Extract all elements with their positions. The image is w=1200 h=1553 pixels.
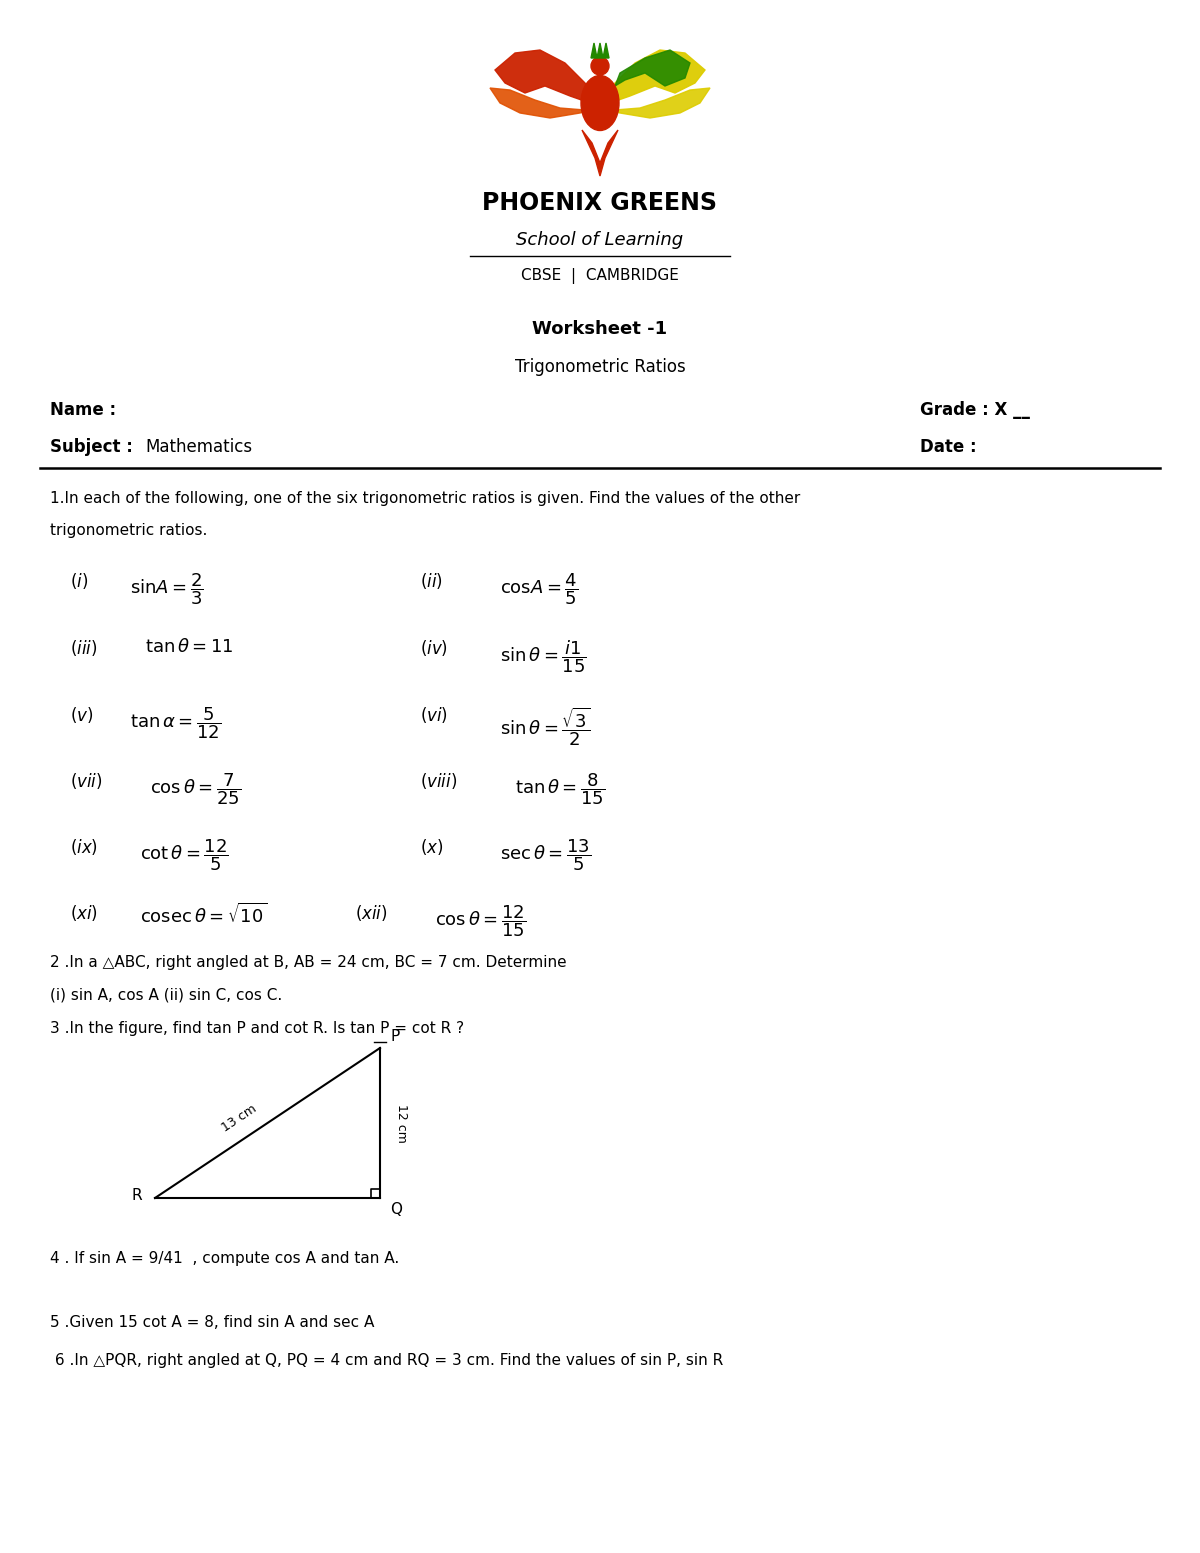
Text: $(ii)$: $(ii)$ [420, 572, 443, 592]
Text: Q: Q [390, 1202, 402, 1218]
Polygon shape [602, 43, 610, 57]
Ellipse shape [592, 57, 610, 75]
Text: $(iii)$: $(iii)$ [70, 638, 97, 658]
Text: 3 .In the figure, find tan P and cot R. Is tan P = cot R ?: 3 .In the figure, find tan P and cot R. … [50, 1020, 464, 1036]
Text: $\mathrm{cos}\,\theta = \dfrac{7}{25}$: $\mathrm{cos}\,\theta = \dfrac{7}{25}$ [150, 770, 241, 806]
Text: Trigonometric Ratios: Trigonometric Ratios [515, 359, 685, 376]
Text: 2 .In a △ABC, right angled at B, AB = 24 cm, BC = 7 cm. Determine: 2 .In a △ABC, right angled at B, AB = 24… [50, 955, 566, 971]
Text: $\mathrm{cot}\,\theta = \dfrac{12}{5}$: $\mathrm{cot}\,\theta = \dfrac{12}{5}$ [140, 837, 229, 873]
Text: $(xii)$: $(xii)$ [355, 902, 388, 922]
Text: Grade : X __: Grade : X __ [920, 401, 1030, 419]
Text: PHOENIX GREENS: PHOENIX GREENS [482, 191, 718, 214]
Text: 13 cm: 13 cm [220, 1101, 259, 1134]
Text: P: P [390, 1030, 400, 1044]
Text: $\mathrm{sin}\,\theta = \dfrac{\sqrt{3}}{2}$: $\mathrm{sin}\,\theta = \dfrac{\sqrt{3}}… [500, 705, 590, 747]
Polygon shape [598, 43, 604, 57]
Text: $\mathrm{sin}\,\theta = \dfrac{i1}{15}$: $\mathrm{sin}\,\theta = \dfrac{i1}{15}$ [500, 638, 587, 674]
Text: Worksheet -1: Worksheet -1 [533, 320, 667, 339]
Text: $(xi)$: $(xi)$ [70, 902, 98, 922]
Text: $\mathrm{cos}A = \dfrac{4}{5}$: $\mathrm{cos}A = \dfrac{4}{5}$ [500, 572, 578, 607]
Polygon shape [600, 50, 706, 109]
Text: $\mathrm{tan}\,\theta = 11$: $\mathrm{tan}\,\theta = 11$ [145, 638, 234, 655]
Text: Mathematics: Mathematics [145, 438, 252, 457]
Text: Name :: Name : [50, 401, 116, 419]
Polygon shape [600, 89, 710, 118]
Text: $\mathrm{cos}\,\theta = \dfrac{12}{15}$: $\mathrm{cos}\,\theta = \dfrac{12}{15}$ [434, 902, 527, 938]
Polygon shape [490, 89, 600, 118]
Text: $\mathrm{sec}\,\theta = \dfrac{13}{5}$: $\mathrm{sec}\,\theta = \dfrac{13}{5}$ [500, 837, 592, 873]
Text: 5 .Given 15 cot A = 8, find sin A and sec A: 5 .Given 15 cot A = 8, find sin A and se… [50, 1315, 374, 1329]
Text: $\mathrm{tan}\,\theta = \dfrac{8}{15}$: $\mathrm{tan}\,\theta = \dfrac{8}{15}$ [515, 770, 606, 806]
Polygon shape [582, 130, 618, 175]
Text: $\mathrm{sin}A = \dfrac{2}{3}$: $\mathrm{sin}A = \dfrac{2}{3}$ [130, 572, 204, 607]
Text: 12 cm: 12 cm [395, 1104, 408, 1143]
Text: 6 .In △PQR, right angled at Q, PQ = 4 cm and RQ = 3 cm. Find the values of sin P: 6 .In △PQR, right angled at Q, PQ = 4 cm… [50, 1353, 724, 1368]
Text: (i) sin A, cos A (ii) sin C, cos C.: (i) sin A, cos A (ii) sin C, cos C. [50, 988, 282, 1003]
Text: $(viii)$: $(viii)$ [420, 770, 457, 790]
Text: $(v)$: $(v)$ [70, 705, 94, 725]
Text: $(ix)$: $(ix)$ [70, 837, 98, 857]
Text: Date :: Date : [920, 438, 977, 457]
Text: $(i)$: $(i)$ [70, 572, 88, 592]
Text: R: R [131, 1188, 142, 1204]
Ellipse shape [581, 76, 619, 130]
Text: $\mathrm{tan}\,\alpha = \dfrac{5}{12}$: $\mathrm{tan}\,\alpha = \dfrac{5}{12}$ [130, 705, 221, 741]
Polygon shape [592, 43, 598, 57]
Text: 1.In each of the following, one of the six trigonometric ratios is given. Find t: 1.In each of the following, one of the s… [50, 491, 800, 506]
Text: $(vii)$: $(vii)$ [70, 770, 103, 790]
Text: $(vi)$: $(vi)$ [420, 705, 448, 725]
Text: School of Learning: School of Learning [516, 231, 684, 248]
Polygon shape [496, 50, 600, 109]
Text: CBSE  |  CAMBRIDGE: CBSE | CAMBRIDGE [521, 269, 679, 284]
Text: Subject :: Subject : [50, 438, 133, 457]
Text: $(x)$: $(x)$ [420, 837, 444, 857]
Text: $(iv)$: $(iv)$ [420, 638, 448, 658]
Text: trigonometric ratios.: trigonometric ratios. [50, 523, 208, 537]
Text: $\mathrm{cosec}\,\theta = \sqrt{10}$: $\mathrm{cosec}\,\theta = \sqrt{10}$ [140, 902, 268, 927]
Polygon shape [616, 50, 690, 85]
Text: 4 . If sin A = 9/41  , compute cos A and tan A.: 4 . If sin A = 9/41 , compute cos A and … [50, 1252, 400, 1266]
